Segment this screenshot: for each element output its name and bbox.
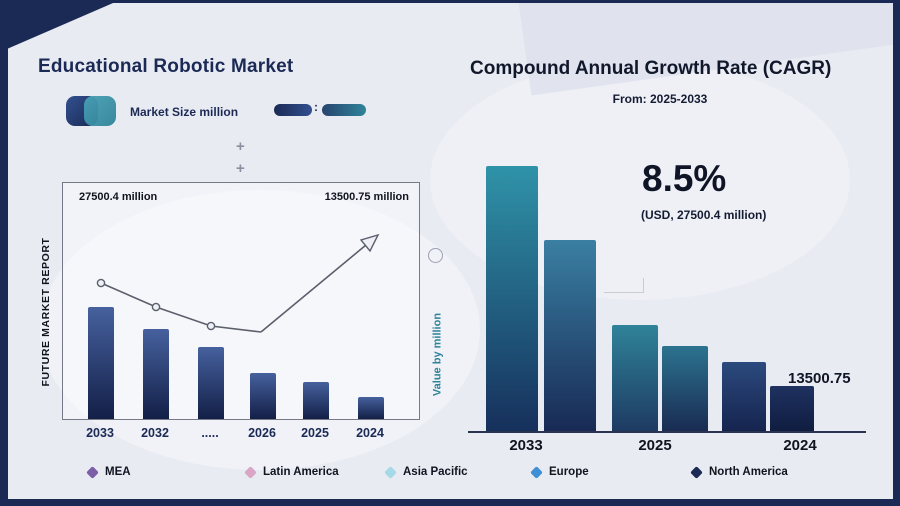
right-chart-baseline: [468, 431, 866, 433]
legend-label: Latin America: [263, 466, 339, 478]
market-size-bar: [198, 347, 224, 419]
market-size-bar: [250, 373, 276, 419]
cagr-bar-2024: [722, 362, 766, 431]
market-size-bar: [303, 382, 329, 419]
cagr-bar-2033: [544, 240, 596, 431]
right-x-label: 2033: [509, 437, 543, 454]
max-value-label: 27500.4 million: [79, 191, 158, 203]
right-y-axis-label: Value by million: [431, 312, 444, 397]
min-value-label: 13500.75 million: [324, 191, 409, 203]
bracket-decoration: [604, 278, 644, 293]
left-x-label: 2025: [301, 426, 329, 440]
legend-diamond-icon: [530, 466, 543, 479]
right-chart-title: Compound Annual Growth Rate (CAGR): [470, 58, 832, 79]
cagr-bar-2033: [486, 166, 538, 431]
legend-label: Asia Pacific: [403, 466, 468, 478]
legend-cube-icon: [84, 96, 116, 126]
decorative-pill-teal: [322, 104, 366, 116]
left-x-label: .....: [201, 426, 219, 440]
left-x-label: 2024: [356, 426, 384, 440]
market-size-legend: Market Size million: [66, 96, 326, 128]
circle-decoration: [428, 248, 443, 263]
legend-label: Market Size million: [130, 105, 239, 119]
legend-diamond-icon: [384, 466, 397, 479]
left-x-label: 2026: [248, 426, 276, 440]
cagr-note: (USD, 27500.4 million): [641, 208, 767, 222]
legend-label: Europe: [549, 466, 589, 478]
right-x-label: 2024: [783, 437, 817, 454]
left-y-axis-label: FUTURE MARKET REPORT: [40, 237, 52, 387]
plus-icon: +: [236, 160, 245, 177]
frame-bottom: [0, 499, 900, 506]
decorative-pill-navy: [274, 104, 312, 116]
market-size-chart-panel: 27500.4 million 13500.75 million: [62, 182, 420, 420]
left-chart-title: Educational Robotic Market: [38, 56, 294, 77]
right-chart-subtitle: From: 2025-2033: [612, 92, 708, 106]
frame-top: [0, 0, 900, 3]
cagr-bar-2025: [662, 346, 708, 431]
cagr-value: 8.5%: [642, 158, 727, 199]
market-size-bar: [358, 397, 384, 419]
trend-arrow: [96, 233, 380, 333]
frame-left: [0, 0, 8, 506]
left-x-label: 2032: [141, 426, 169, 440]
value-callout: 13500.75: [788, 370, 851, 387]
legend-label: North America: [709, 466, 788, 478]
plus-icon: +: [236, 138, 245, 155]
right-x-label: 2025: [638, 437, 672, 454]
legend-diamond-icon: [86, 466, 99, 479]
market-size-bars-group: [63, 183, 419, 419]
left-x-label: 2033: [86, 426, 114, 440]
frame-right: [893, 0, 900, 506]
legend-label: MEA: [105, 466, 131, 478]
cagr-bar-2025: [612, 325, 658, 431]
market-size-bar: [143, 329, 169, 419]
legend-diamond-icon: [690, 466, 703, 479]
market-size-bar: [88, 307, 114, 419]
cagr-bar-2024: [770, 386, 814, 431]
pill-separator: :: [314, 100, 318, 114]
corner-accent: [0, 0, 120, 52]
